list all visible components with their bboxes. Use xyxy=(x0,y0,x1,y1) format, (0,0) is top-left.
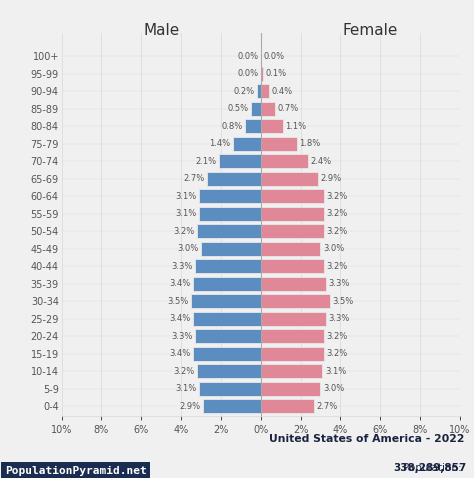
Bar xyxy=(261,66,263,81)
Bar xyxy=(261,206,324,221)
Text: 0.5%: 0.5% xyxy=(227,104,248,113)
Bar xyxy=(197,224,261,239)
Text: 3.4%: 3.4% xyxy=(169,349,191,358)
Text: 3.3%: 3.3% xyxy=(171,332,192,341)
Text: United States of America - 2022: United States of America - 2022 xyxy=(269,434,465,444)
Bar xyxy=(261,381,320,396)
Bar xyxy=(201,241,261,256)
Text: 3.2%: 3.2% xyxy=(327,332,348,341)
Bar xyxy=(245,119,261,133)
Bar xyxy=(203,399,261,413)
Text: Population:: Population: xyxy=(402,463,465,473)
Text: 0.1%: 0.1% xyxy=(265,69,286,78)
Text: 3.2%: 3.2% xyxy=(173,367,195,376)
Text: 2.4%: 2.4% xyxy=(311,157,332,166)
Text: 2.1%: 2.1% xyxy=(195,157,217,166)
Text: 0.2%: 0.2% xyxy=(233,87,255,96)
Bar xyxy=(261,101,274,116)
Text: 3.1%: 3.1% xyxy=(175,192,197,201)
Text: 2.7%: 2.7% xyxy=(183,174,205,183)
Text: 3.2%: 3.2% xyxy=(327,192,348,201)
Text: Male: Male xyxy=(143,23,179,38)
Bar xyxy=(197,364,261,379)
Bar xyxy=(261,154,309,168)
Text: 3.5%: 3.5% xyxy=(167,297,189,306)
Text: 3.2%: 3.2% xyxy=(327,209,348,218)
Bar xyxy=(199,206,261,221)
Bar xyxy=(195,329,261,343)
Text: 3.1%: 3.1% xyxy=(325,367,346,376)
Bar xyxy=(261,172,319,186)
Text: 3.3%: 3.3% xyxy=(329,279,350,288)
Bar xyxy=(261,277,327,291)
Bar xyxy=(261,259,324,273)
Bar xyxy=(261,347,324,361)
Text: 3.3%: 3.3% xyxy=(329,314,350,323)
Text: 2.9%: 2.9% xyxy=(321,174,342,183)
Text: 1.4%: 1.4% xyxy=(210,139,230,148)
Text: 0.0%: 0.0% xyxy=(237,69,258,78)
Text: PopulationPyramid.net: PopulationPyramid.net xyxy=(5,466,146,476)
Text: 1.8%: 1.8% xyxy=(299,139,320,148)
Text: 3.0%: 3.0% xyxy=(323,384,344,393)
Bar xyxy=(261,329,324,343)
Text: 3.1%: 3.1% xyxy=(175,209,197,218)
Text: 2.9%: 2.9% xyxy=(180,402,201,411)
Text: 3.1%: 3.1% xyxy=(175,384,197,393)
Text: 3.3%: 3.3% xyxy=(171,262,192,271)
Text: 2.7%: 2.7% xyxy=(317,402,338,411)
Text: 3.2%: 3.2% xyxy=(327,262,348,271)
Text: 0.0%: 0.0% xyxy=(263,52,284,61)
Bar xyxy=(191,294,261,308)
Text: 3.2%: 3.2% xyxy=(173,227,195,236)
Bar xyxy=(261,84,269,98)
Bar xyxy=(233,137,261,151)
Text: 3.2%: 3.2% xyxy=(327,227,348,236)
Bar xyxy=(261,119,283,133)
Text: 3.0%: 3.0% xyxy=(323,244,344,253)
Text: 0.8%: 0.8% xyxy=(221,122,242,130)
Text: 3.4%: 3.4% xyxy=(169,314,191,323)
Text: 0.7%: 0.7% xyxy=(277,104,298,113)
Bar xyxy=(251,101,261,116)
Text: 3.2%: 3.2% xyxy=(327,349,348,358)
Text: Female: Female xyxy=(343,23,398,38)
Text: 3.0%: 3.0% xyxy=(177,244,199,253)
Text: 0.0%: 0.0% xyxy=(237,52,258,61)
Text: 338,289,857: 338,289,857 xyxy=(393,463,467,473)
Bar xyxy=(257,84,261,98)
Bar xyxy=(261,312,327,326)
Text: 1.1%: 1.1% xyxy=(285,122,306,130)
Bar xyxy=(261,364,322,379)
Bar xyxy=(193,347,261,361)
Text: 3.4%: 3.4% xyxy=(169,279,191,288)
Bar xyxy=(219,154,261,168)
Bar xyxy=(195,259,261,273)
Bar xyxy=(261,137,297,151)
Bar xyxy=(199,189,261,204)
Bar xyxy=(193,312,261,326)
Bar xyxy=(199,381,261,396)
Text: 3.5%: 3.5% xyxy=(333,297,354,306)
Text: 0.4%: 0.4% xyxy=(271,87,292,96)
Bar xyxy=(261,241,320,256)
Bar xyxy=(207,172,261,186)
Bar xyxy=(261,399,314,413)
Bar xyxy=(261,189,324,204)
Bar xyxy=(193,277,261,291)
Bar xyxy=(261,294,330,308)
Bar xyxy=(261,224,324,239)
